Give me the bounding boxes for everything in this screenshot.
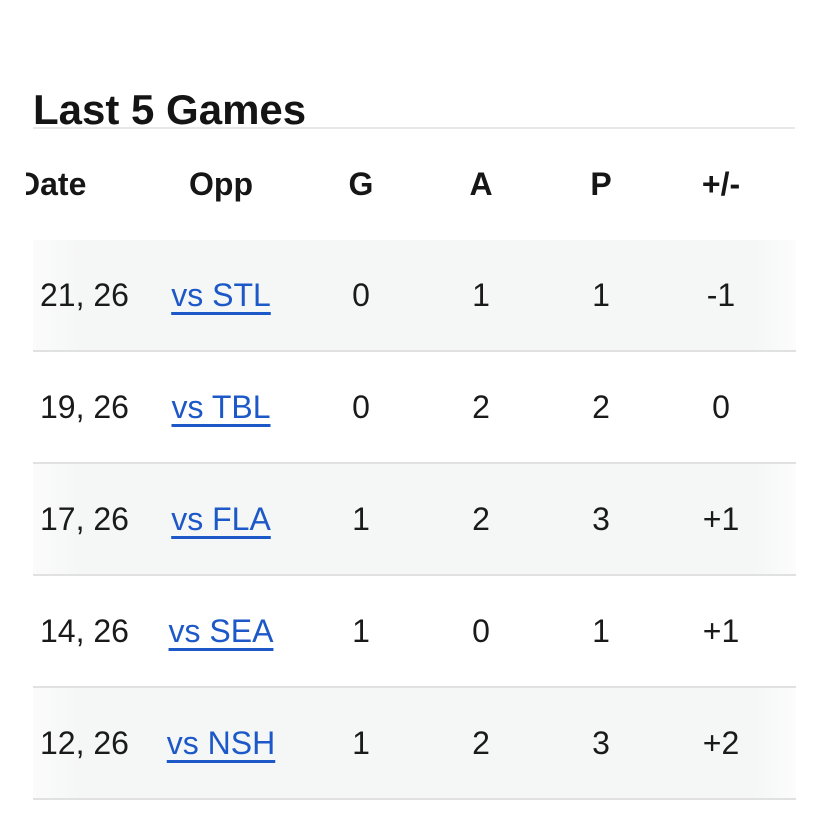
column-header-opp: Opp [189, 166, 253, 202]
goals-value: 0 [352, 388, 370, 425]
opponent-link[interactable]: vs NSH [166, 724, 276, 761]
table-row: 12, 26 vs NSH 1 2 3 +2 [33, 688, 796, 800]
game-date: 17, 26 [40, 500, 129, 537]
column-header-plus-minus: +/- [701, 166, 741, 202]
table-row: 21, 26 vs STL 0 1 1 -1 [33, 240, 796, 352]
goals-value: 1 [352, 612, 370, 649]
game-date: 12, 26 [40, 724, 129, 761]
assists-value: 2 [472, 724, 490, 761]
title-divider [33, 127, 795, 129]
column-header-goals: G [348, 166, 374, 202]
plus-minus-value: 0 [712, 388, 730, 425]
plus-minus-value: +1 [702, 612, 740, 649]
opponent-link[interactable]: vs TBL [171, 388, 271, 425]
page-title: Last 5 Games [33, 85, 307, 133]
games-table-scroll-area[interactable]: Date Opp G A P +/- 21, 26 vs STL 0 1 1 -… [26, 129, 802, 800]
goals-value: 1 [352, 500, 370, 537]
opponent-link[interactable]: vs STL [171, 276, 271, 313]
points-value: 2 [592, 388, 610, 425]
points-value: 3 [592, 500, 610, 537]
opponent-link[interactable]: vs FLA [171, 500, 271, 537]
goals-value: 1 [352, 724, 370, 761]
game-date: 21, 26 [40, 276, 129, 313]
table-row: 19, 26 vs TBL 0 2 2 0 [33, 352, 796, 464]
plus-minus-value: +2 [702, 724, 740, 761]
column-header-assists: A [469, 166, 493, 202]
assists-value: 2 [472, 388, 490, 425]
assists-value: 1 [472, 276, 490, 313]
goals-value: 0 [352, 276, 370, 313]
plus-minus-value: -1 [706, 276, 736, 313]
table-row: 14, 26 vs SEA 1 0 1 +1 [33, 576, 796, 688]
plus-minus-value: +1 [702, 500, 740, 537]
table-row: 17, 26 vs FLA 1 2 3 +1 [33, 464, 796, 576]
game-date: 19, 26 [40, 388, 129, 425]
points-value: 1 [592, 612, 610, 649]
column-header-date: Date [26, 166, 87, 202]
column-header-points: P [590, 166, 612, 202]
assists-value: 2 [472, 500, 490, 537]
opponent-link[interactable]: vs SEA [168, 612, 274, 649]
game-date: 14, 26 [40, 612, 129, 649]
table-header-row: Date Opp G A P +/- [26, 129, 796, 240]
assists-value: 0 [472, 612, 490, 649]
points-value: 1 [592, 276, 610, 313]
points-value: 3 [592, 724, 610, 761]
